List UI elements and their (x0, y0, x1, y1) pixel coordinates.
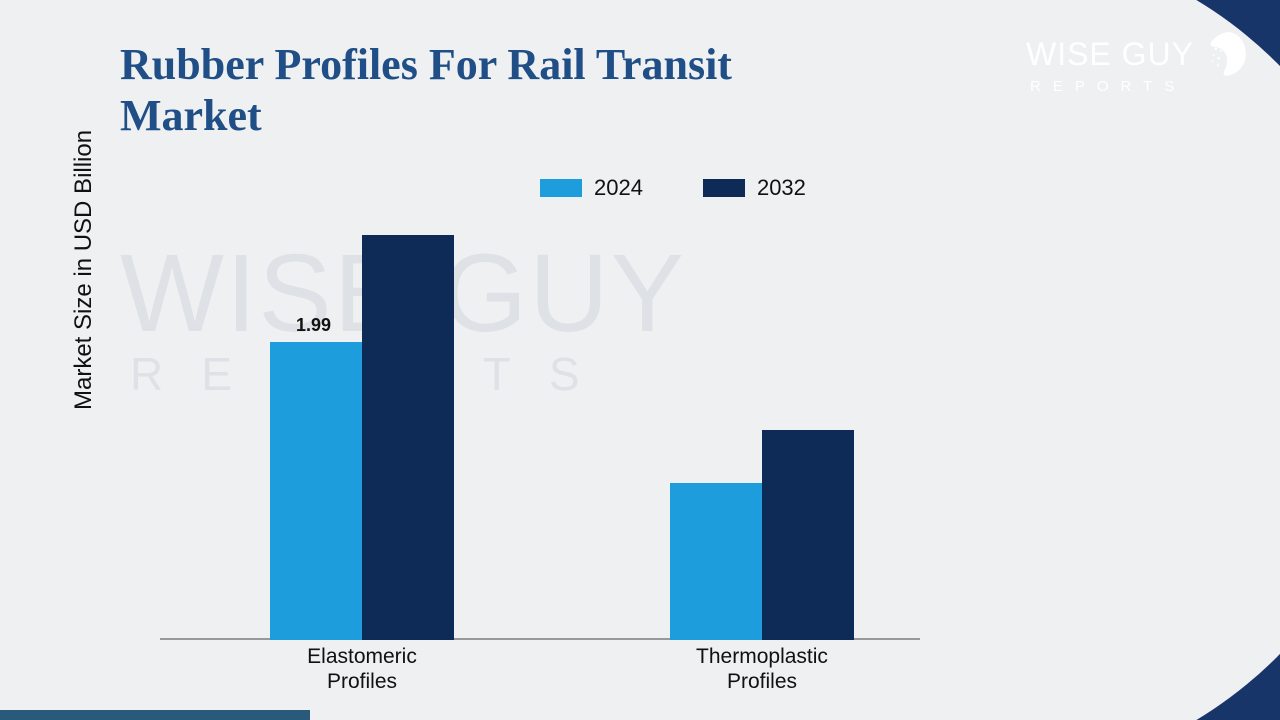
chart-canvas: WISE GUY REPORTS WISE GUY REPORTS Rubber… (0, 0, 1280, 720)
chart-title: Rubber Profiles For Rail Transit Market (120, 40, 820, 141)
legend-swatch-0 (540, 179, 582, 197)
bar (362, 235, 454, 640)
logo-text-main: WISE GUY (1026, 36, 1194, 73)
y-axis-label: Market Size in USD Billion (70, 130, 98, 410)
category-label: ElastomericProfiles (252, 644, 472, 694)
bar (762, 430, 854, 640)
bar (670, 483, 762, 641)
logo-text-sub: REPORTS (1030, 78, 1250, 95)
legend: 2024 2032 (540, 175, 806, 201)
head-icon (1198, 28, 1250, 80)
bar (270, 342, 362, 641)
legend-label-1: 2032 (757, 175, 806, 201)
brand-sidebar (960, 0, 1280, 720)
bar-value-label: 1.99 (296, 315, 331, 336)
brand-logo: WISE GUY REPORTS (1026, 28, 1250, 95)
plot-area: ElastomericProfilesThermoplasticProfiles… (160, 220, 920, 640)
legend-label-0: 2024 (594, 175, 643, 201)
bottom-accent-bar (0, 710, 310, 720)
legend-item-0: 2024 (540, 175, 643, 201)
legend-swatch-1 (703, 179, 745, 197)
legend-item-1: 2032 (703, 175, 806, 201)
logo-main-row: WISE GUY (1026, 28, 1250, 80)
category-label: ThermoplasticProfiles (652, 644, 872, 694)
